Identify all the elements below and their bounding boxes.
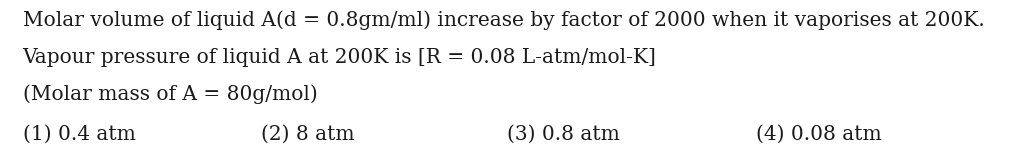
Text: (Molar mass of A = 80g/mol): (Molar mass of A = 80g/mol) xyxy=(23,84,317,104)
Text: Molar volume of liquid A(d = 0.8gm/ml) increase by factor of 2000 when it vapori: Molar volume of liquid A(d = 0.8gm/ml) i… xyxy=(23,10,984,30)
Text: (2) 8 atm: (2) 8 atm xyxy=(261,125,354,144)
Text: (4) 0.08 atm: (4) 0.08 atm xyxy=(756,125,882,144)
Text: (1) 0.4 atm: (1) 0.4 atm xyxy=(23,125,135,144)
Text: Vapour pressure of liquid A at 200K is [R = 0.08 L-atm/mol-K]: Vapour pressure of liquid A at 200K is [… xyxy=(23,48,656,67)
Text: (3) 0.8 atm: (3) 0.8 atm xyxy=(507,125,620,144)
